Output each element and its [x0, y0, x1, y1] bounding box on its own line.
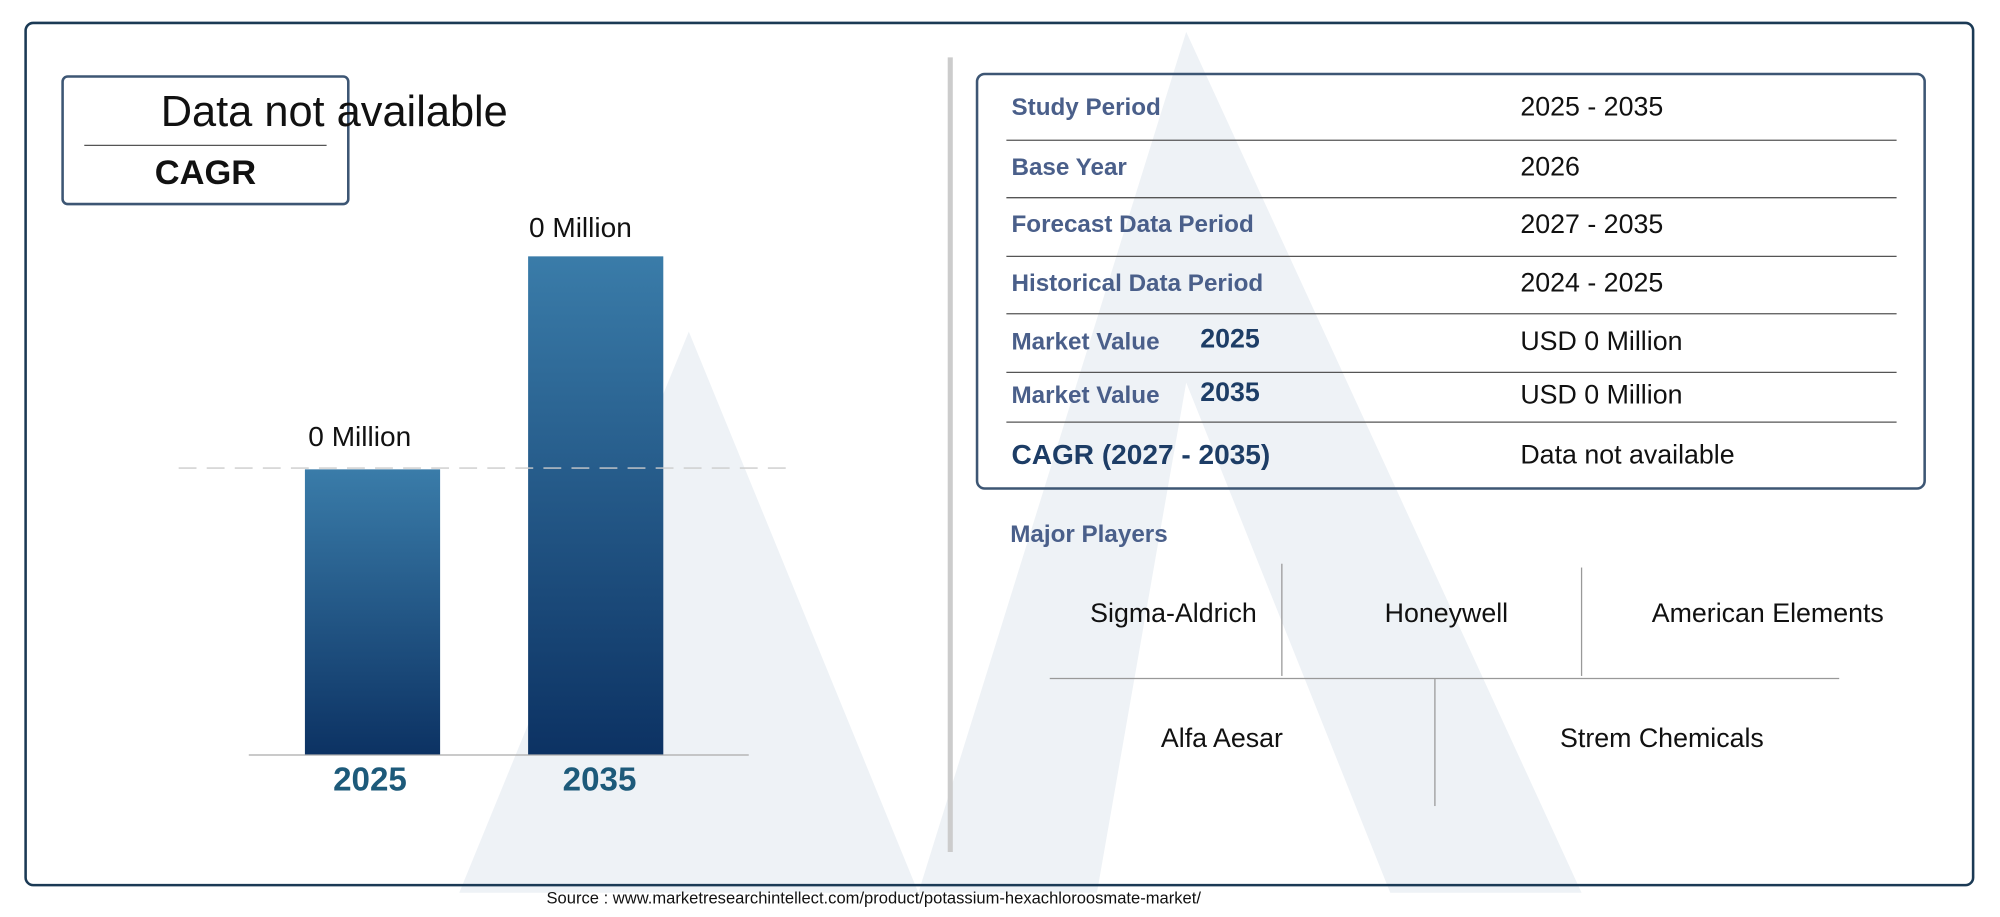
row-value: 2026: [1520, 151, 1580, 181]
year-label: 2035: [563, 762, 637, 799]
cagr-label: CAGR: [155, 154, 256, 192]
row-label: Historical Data Period: [1011, 270, 1263, 297]
outer-frame: [24, 21, 1975, 887]
row-year: 2025: [1200, 324, 1260, 354]
row-label: Forecast Data Period: [1011, 211, 1253, 238]
row-value: Data not available: [1520, 440, 1734, 470]
player: Honeywell: [1385, 598, 1508, 628]
player: Strem Chemicals: [1560, 723, 1764, 753]
row-label: Study Period: [1011, 94, 1160, 121]
cagr-value: Data not available: [161, 88, 508, 136]
row-value: 2024 - 2025: [1520, 267, 1663, 297]
bar-label: 0 Million: [529, 212, 632, 243]
row-value: USD 0 Million: [1520, 326, 1682, 356]
players-title: Major Players: [1010, 521, 1168, 548]
row-label: Market Value: [1011, 328, 1159, 355]
source: Source : www.marketresearchintellect.com…: [546, 889, 1201, 908]
summary-table: Study Period 2025 - 2035 Base Year 2026 Fore…: [1006, 91, 1897, 470]
cagr-box: [61, 75, 350, 206]
row-label: CAGR (2027 - 2035): [1011, 439, 1270, 470]
player: American Elements: [1652, 598, 1884, 628]
year-label: 2025: [333, 762, 407, 799]
row-value: 2025 - 2035: [1520, 91, 1663, 121]
row-year: 2035: [1200, 377, 1260, 407]
row-value: 2027 - 2035: [1520, 209, 1663, 239]
summary-box: [975, 72, 1926, 490]
bar: [528, 256, 664, 756]
row-label: Market Value: [1011, 382, 1159, 409]
players-grid: [1049, 563, 1840, 807]
bar-label: 0 Million: [308, 421, 411, 452]
bar: [304, 469, 441, 756]
row-value: USD 0 Million: [1520, 380, 1682, 410]
player: Sigma-Aldrich: [1090, 598, 1257, 628]
player: Alfa Aesar: [1161, 723, 1283, 753]
row-label: Base Year: [1011, 154, 1127, 181]
